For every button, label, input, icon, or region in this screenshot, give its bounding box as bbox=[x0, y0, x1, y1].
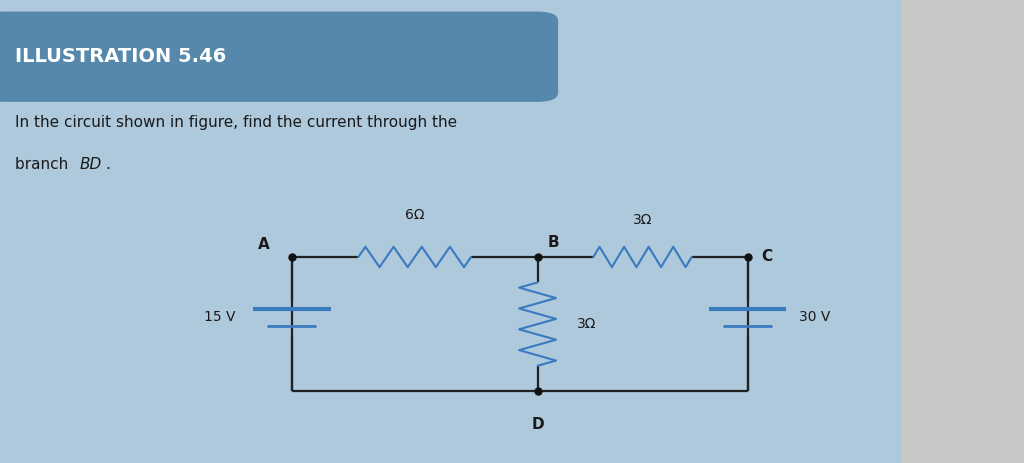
Text: ILLUSTRATION 5.46: ILLUSTRATION 5.46 bbox=[15, 47, 226, 66]
Text: B: B bbox=[548, 235, 559, 250]
Text: branch: branch bbox=[15, 157, 74, 172]
Text: 6Ω: 6Ω bbox=[404, 208, 425, 222]
Text: 30 V: 30 V bbox=[799, 310, 830, 325]
Text: C: C bbox=[761, 250, 772, 264]
Text: A: A bbox=[258, 238, 269, 252]
Text: D: D bbox=[531, 417, 544, 432]
Text: 3Ω: 3Ω bbox=[633, 213, 652, 227]
Text: BD: BD bbox=[80, 157, 102, 172]
FancyBboxPatch shape bbox=[0, 12, 558, 102]
FancyBboxPatch shape bbox=[0, 0, 901, 463]
Text: 3Ω: 3Ω bbox=[577, 317, 596, 331]
Text: In the circuit shown in figure, find the current through the: In the circuit shown in figure, find the… bbox=[15, 115, 458, 130]
Text: 15 V: 15 V bbox=[204, 310, 236, 325]
Text: .: . bbox=[105, 157, 111, 172]
